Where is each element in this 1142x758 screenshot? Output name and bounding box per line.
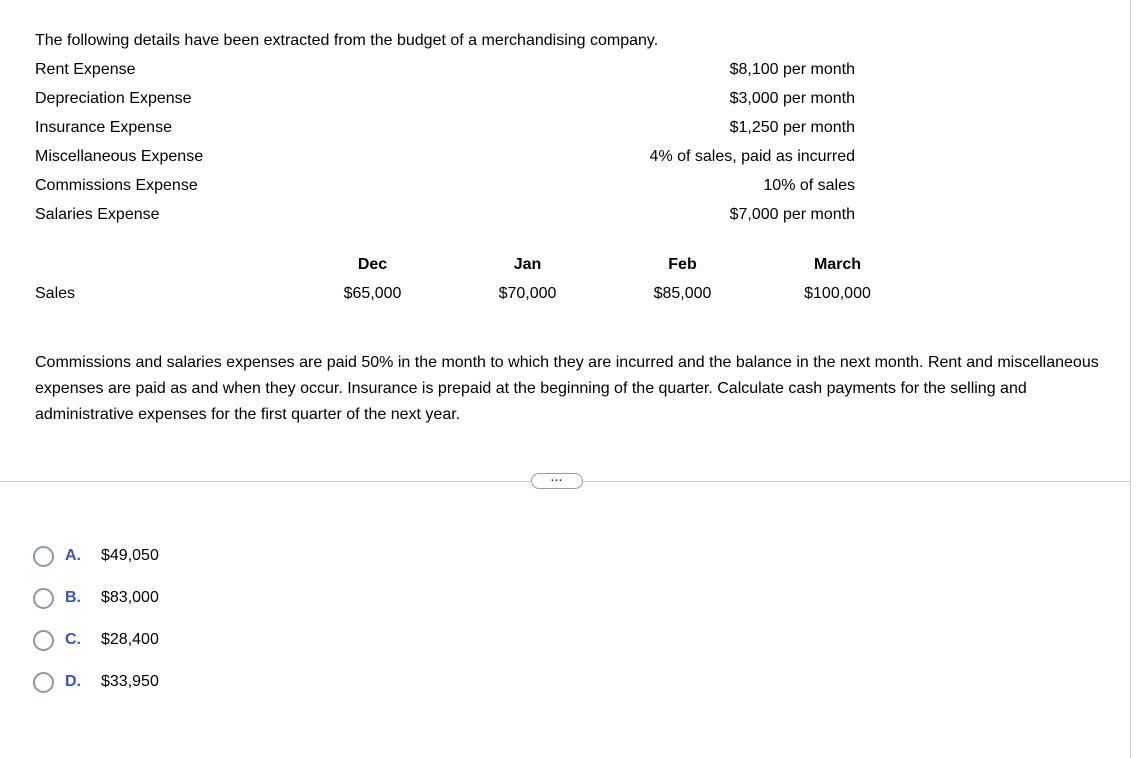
option-letter: B. [65,589,81,606]
option-value: $83,000 [101,589,159,606]
expand-toggle-button[interactable]: ... [531,473,583,489]
sales-row-label: Sales [35,285,76,302]
answer-options: A. $49,050 B. $83,000 C. $28,400 D. $33,… [33,535,159,703]
radio-button[interactable] [33,671,54,693]
expense-value: 10% of sales [763,177,855,194]
option-row-a[interactable]: A. $49,050 [33,535,159,577]
sales-value: $85,000 [653,285,712,302]
expense-value: $8,100 per month [729,61,855,78]
option-row-b[interactable]: B. $83,000 [33,577,159,619]
sales-table-value-row: Sales $65,000 $70,000 $85,000 $100,000 [35,285,915,314]
sales-col-header: March [813,256,862,273]
sales-value: $70,000 [498,285,557,302]
expense-label: Salaries Expense [35,206,160,223]
expense-row: Rent Expense $8,100 per month [35,61,855,90]
sales-table-header-row: Dec Jan Feb March [35,256,915,285]
expense-value: 4% of sales, paid as incurred [649,148,855,165]
expense-label: Commissions Expense [35,177,198,194]
radio-button[interactable] [33,545,54,567]
expense-label: Depreciation Expense [35,90,192,107]
sales-table: Dec Jan Feb March Sales $65,000 $70,000 … [35,256,915,314]
question-instructions: Commissions and salaries expenses are pa… [35,354,1099,423]
option-value: $28,400 [101,631,159,648]
option-letter: A. [65,547,81,564]
expense-row: Commissions Expense 10% of sales [35,177,855,206]
question-intro: The following details have been extracte… [35,32,659,49]
expense-value: $3,000 per month [729,90,855,107]
expense-list: Rent Expense $8,100 per month Depreciati… [35,61,855,235]
expense-row: Salaries Expense $7,000 per month [35,206,855,235]
expense-value: $7,000 per month [729,206,855,223]
option-value: $33,950 [101,673,159,690]
expense-label: Rent Expense [35,61,136,78]
option-value: $49,050 [101,547,159,564]
option-letter: D. [65,673,81,690]
option-letter: C. [65,631,81,648]
sales-value: $65,000 [343,285,402,302]
option-row-d[interactable]: D. $33,950 [33,661,159,703]
expense-row: Miscellaneous Expense 4% of sales, paid … [35,148,855,177]
ellipsis-icon: ... [550,472,564,484]
expense-row: Insurance Expense $1,250 per month [35,119,855,148]
expense-row: Depreciation Expense $3,000 per month [35,90,855,119]
expense-label: Insurance Expense [35,119,172,136]
expense-label: Miscellaneous Expense [35,148,204,165]
sales-col-header: Jan [513,256,542,273]
sales-col-header: Feb [668,256,697,273]
option-row-c[interactable]: C. $28,400 [33,619,159,661]
sales-value: $100,000 [804,285,871,302]
expense-value: $1,250 per month [729,119,855,136]
sales-col-header: Dec [357,256,388,273]
panel-right-border [1130,0,1131,758]
radio-button[interactable] [33,629,54,651]
radio-button[interactable] [33,587,54,609]
